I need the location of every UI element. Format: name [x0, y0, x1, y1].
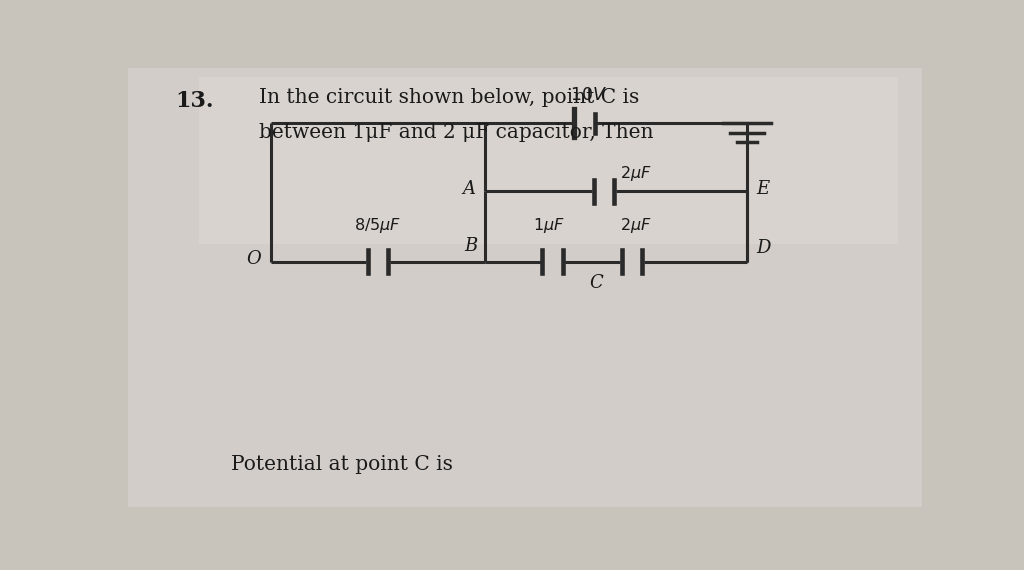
Text: O: O [247, 250, 261, 268]
Text: $2\mu F$: $2\mu F$ [620, 216, 652, 235]
Text: $8/5\mu F$: $8/5\mu F$ [354, 216, 401, 235]
Text: 13.: 13. [176, 90, 214, 112]
Text: $10V$: $10V$ [569, 87, 607, 104]
Text: $1\mu F$: $1\mu F$ [532, 216, 564, 235]
Text: In the circuit shown below, point C is: In the circuit shown below, point C is [259, 88, 639, 107]
Text: B: B [464, 237, 477, 255]
Text: D: D [757, 239, 771, 257]
Text: $2\mu F$: $2\mu F$ [620, 164, 652, 184]
Text: between 1μF and 2 μF capacitor, Then: between 1μF and 2 μF capacitor, Then [259, 123, 653, 142]
Text: C: C [590, 274, 603, 292]
Text: E: E [757, 180, 770, 198]
FancyBboxPatch shape [128, 68, 922, 507]
Text: A: A [463, 180, 475, 198]
FancyBboxPatch shape [200, 77, 898, 244]
Text: Potential at point C is: Potential at point C is [231, 455, 453, 474]
